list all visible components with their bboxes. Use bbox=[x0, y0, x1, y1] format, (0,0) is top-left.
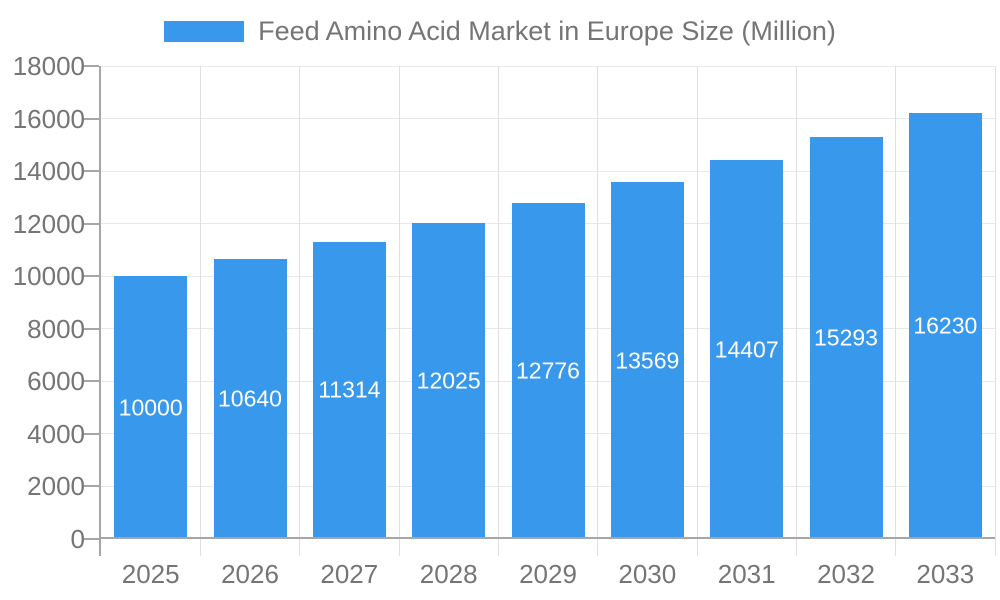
gridline-vertical bbox=[497, 66, 499, 556]
y-axis-tick bbox=[84, 327, 99, 330]
y-axis-tick bbox=[84, 170, 99, 173]
gridline-vertical bbox=[597, 66, 599, 556]
x-axis-label: 2026 bbox=[221, 559, 279, 589]
bar: 16230 bbox=[908, 112, 982, 539]
x-axis-label: 2025 bbox=[121, 559, 180, 589]
bar: 10640 bbox=[213, 259, 287, 539]
y-axis-tick bbox=[84, 65, 99, 67]
y-axis-label: 12000 bbox=[12, 208, 85, 239]
y-axis-line bbox=[99, 66, 101, 556]
gridline-vertical bbox=[994, 66, 996, 556]
y-axis-label: 18000 bbox=[12, 51, 85, 81]
bar: 13569 bbox=[610, 182, 684, 539]
bar-value-label: 10640 bbox=[218, 385, 282, 412]
bar-value-label: 15293 bbox=[814, 324, 878, 351]
gridline-vertical bbox=[895, 66, 897, 556]
y-axis-label: 16000 bbox=[12, 103, 85, 134]
gridline-vertical bbox=[696, 66, 698, 556]
x-axis-label: 2027 bbox=[320, 559, 379, 589]
y-axis-tick bbox=[84, 432, 99, 435]
bar-value-label: 13569 bbox=[615, 347, 680, 374]
y-axis-tick bbox=[84, 485, 99, 488]
bar: 12776 bbox=[511, 203, 585, 539]
x-axis-label: 2032 bbox=[817, 559, 875, 589]
x-axis-label: 2033 bbox=[916, 559, 975, 589]
x-axis-label: 2030 bbox=[618, 559, 677, 589]
y-axis-tick bbox=[84, 275, 99, 278]
gridline-vertical bbox=[795, 66, 797, 556]
legend-label: Feed Amino Acid Market in Europe Size (M… bbox=[258, 16, 836, 46]
y-axis-label: 6000 bbox=[27, 366, 85, 397]
bar: 11314 bbox=[312, 241, 386, 539]
bar-value-label: 11314 bbox=[318, 376, 381, 403]
bar-value-label: 16230 bbox=[913, 312, 978, 339]
y-axis-tick bbox=[84, 380, 99, 383]
bar: 14407 bbox=[710, 160, 784, 539]
bar-value-label: 12025 bbox=[416, 367, 481, 394]
y-axis-label: 2000 bbox=[27, 471, 85, 502]
bar-value-label: 10000 bbox=[118, 394, 183, 421]
y-axis-label: 14000 bbox=[12, 156, 85, 187]
legend-item[interactable]: Feed Amino Acid Market in Europe Size (M… bbox=[0, 18, 1000, 45]
gridline-vertical bbox=[199, 66, 201, 556]
x-axis-label: 2028 bbox=[419, 559, 478, 589]
gridline-vertical bbox=[299, 66, 301, 556]
y-axis-tick bbox=[84, 538, 99, 540]
y-axis-tick bbox=[84, 117, 99, 120]
y-axis-label: 8000 bbox=[27, 313, 85, 344]
gridline-horizontal bbox=[101, 118, 995, 120]
gridline-horizontal bbox=[101, 170, 995, 172]
bar: 12025 bbox=[412, 223, 486, 539]
plot-area: 0 2000 4000 6000 8000 10000 12000 14000 16000 180… bbox=[13, 51, 996, 589]
bar: 10000 bbox=[114, 276, 188, 539]
x-axis-label: 2031 bbox=[717, 559, 776, 589]
bar-value-label: 14407 bbox=[714, 336, 779, 363]
bar: 15293 bbox=[809, 137, 883, 539]
y-axis-label: 0 bbox=[70, 524, 85, 554]
y-axis-label: 4000 bbox=[27, 418, 85, 449]
y-axis-tick bbox=[84, 222, 99, 225]
gridline-horizontal bbox=[101, 65, 995, 67]
gridline-vertical bbox=[398, 66, 400, 556]
bar-value-label: 12776 bbox=[516, 357, 580, 384]
legend-swatch bbox=[164, 21, 245, 42]
x-axis-line bbox=[101, 537, 995, 539]
y-axis-label: 10000 bbox=[12, 261, 85, 292]
x-axis-label: 2029 bbox=[519, 559, 577, 589]
